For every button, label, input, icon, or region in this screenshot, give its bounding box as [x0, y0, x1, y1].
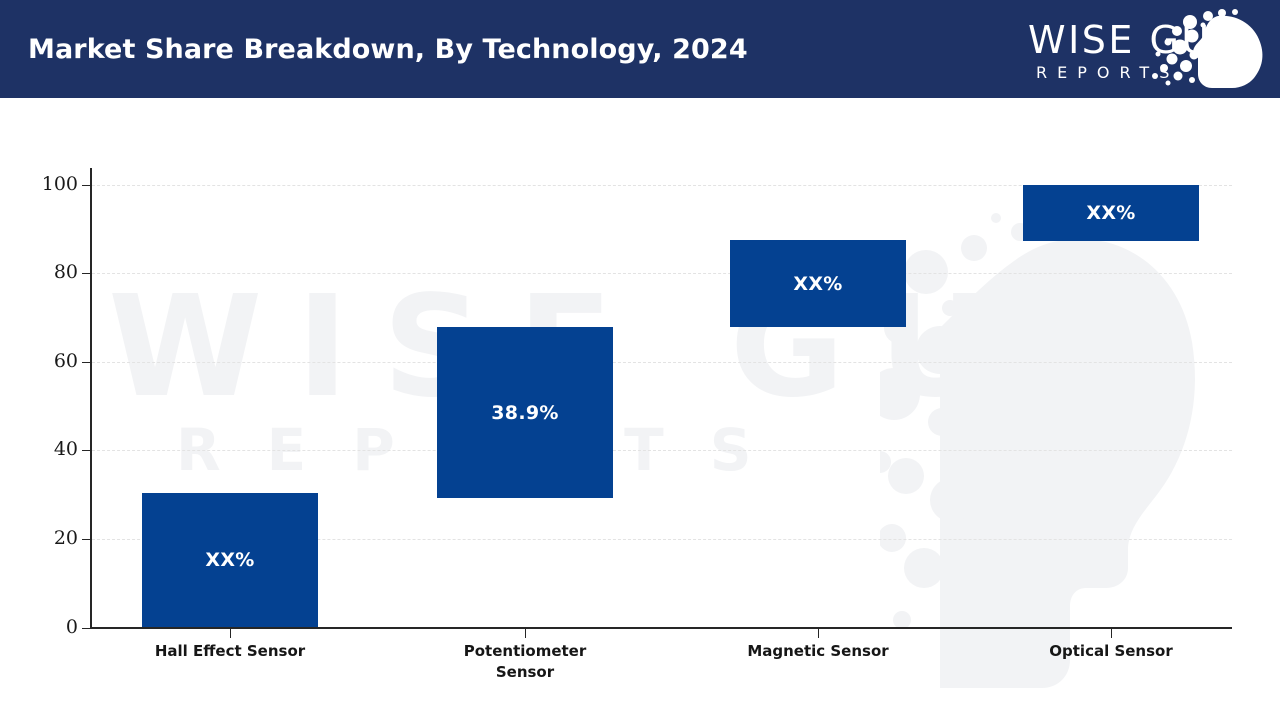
bar-value-label: XX% [793, 272, 843, 295]
ytick-80 [82, 273, 91, 274]
ytick-40 [82, 450, 91, 451]
y-axis-line [90, 168, 92, 628]
xtick-label-magnetic-sensor: Magnetic Sensor [698, 641, 938, 662]
xtick-label-line: Optical Sensor [1049, 642, 1173, 660]
ytick-label-0: 0 [65, 616, 78, 638]
page-title: Market Share Breakdown, By Technology, 2… [28, 34, 748, 65]
bar-magnetic-sensor[interactable]: XX% [730, 240, 906, 327]
watermark-line-1: WISE GUY [108, 266, 1162, 429]
wise-guy-reports-logo: WISE GUY REPORTS [1022, 6, 1272, 92]
gridline-80 [92, 273, 1232, 274]
bar-value-label: XX% [205, 549, 255, 571]
gridline-60 [92, 362, 1232, 363]
gridline-40 [92, 450, 1232, 451]
xtick-1 [525, 629, 526, 638]
xtick-label-potentiometer-sensor: Potentiometer Sensor [405, 641, 645, 683]
bar-optical-sensor[interactable]: XX% [1023, 185, 1199, 241]
bar-hall-effect-sensor[interactable]: XX% [142, 493, 318, 627]
ytick-0 [82, 628, 91, 629]
ytick-label-100: 100 [41, 173, 78, 195]
gridline-20 [92, 539, 1232, 540]
ytick-label-40: 40 [53, 438, 78, 460]
xtick-3 [1111, 629, 1112, 638]
xtick-0 [230, 629, 231, 638]
chart-header: Market Share Breakdown, By Technology, 2… [0, 0, 1280, 98]
xtick-label-line: Potentiometer [463, 642, 587, 660]
svg-text:REPORTS: REPORTS [1036, 63, 1179, 82]
ytick-label-20: 20 [53, 527, 78, 549]
ytick-label-80: 80 [53, 261, 78, 283]
bar-potentiometer-sensor[interactable]: 38.9% [437, 327, 613, 498]
xtick-label-line: Sensor [495, 663, 555, 681]
ytick-100 [82, 185, 91, 186]
svg-text:WISE GUY: WISE GUY [1028, 18, 1237, 62]
bar-value-label: 38.9% [491, 401, 559, 424]
x-axis-line [90, 627, 1232, 629]
chart-plot-area: WISE GUY REPORTS [0, 98, 1280, 720]
ytick-label-60: 60 [53, 350, 78, 372]
ytick-20 [82, 539, 91, 540]
xtick-label-line: Hall Effect Sensor [154, 642, 306, 660]
bar-value-label: XX% [1086, 202, 1136, 224]
xtick-2 [818, 629, 819, 638]
xtick-label-hall-effect-sensor: Hall Effect Sensor [110, 641, 350, 662]
gridline-100 [92, 185, 1232, 186]
xtick-label-optical-sensor: Optical Sensor [991, 641, 1231, 662]
xtick-label-line: Magnetic Sensor [747, 642, 889, 660]
ytick-60 [82, 362, 91, 363]
